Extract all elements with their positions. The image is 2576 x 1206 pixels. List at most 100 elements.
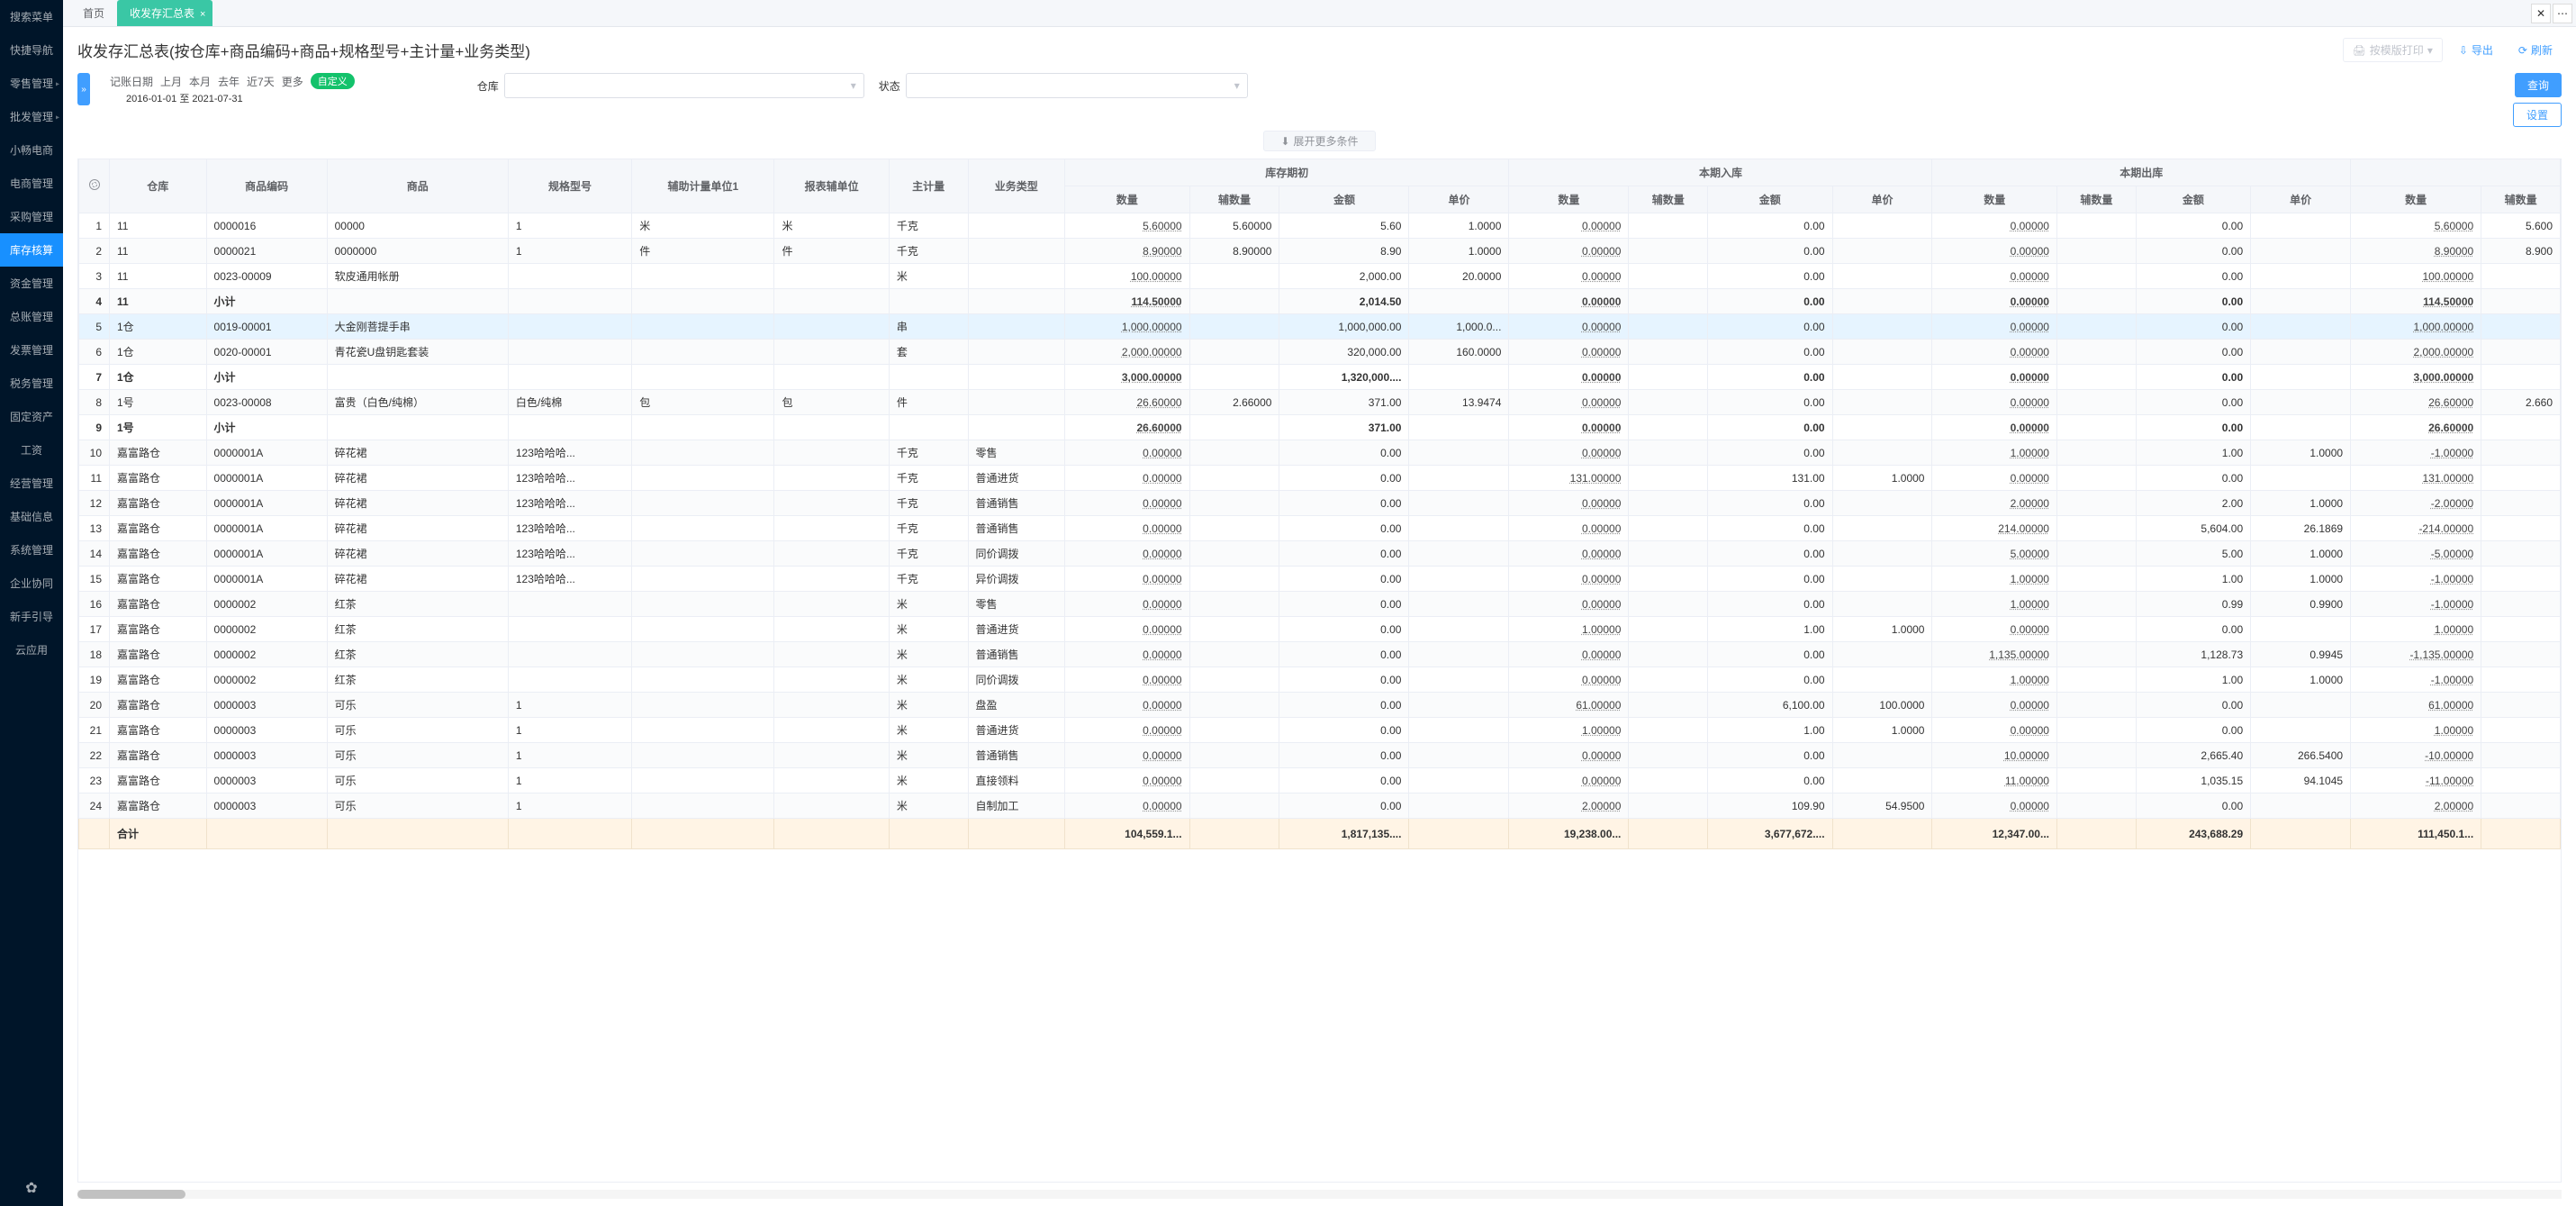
tab-more-icon[interactable]: ⋯ <box>2553 4 2572 23</box>
drill-link[interactable]: 214.00000 <box>1998 522 2049 535</box>
drill-link[interactable]: 0.00000 <box>1582 573 1621 585</box>
drill-link[interactable]: 131.00000 <box>2422 472 2473 485</box>
drill-link[interactable]: 0.00000 <box>1143 522 1181 535</box>
drill-link[interactable]: 114.50000 <box>1132 295 1182 308</box>
drill-link[interactable]: 0.00000 <box>2011 800 2049 812</box>
sidebar-item[interactable]: 库存核算 <box>0 233 63 267</box>
drill-link[interactable]: 0.00000 <box>1143 674 1181 686</box>
print-button[interactable]: 🖨 按模版打印 ▾ <box>2343 38 2443 62</box>
table-row[interactable]: 11嘉富路仓0000001A碎花裙123哈哈哈...千克普通进货0.000000… <box>79 466 2561 491</box>
drill-link[interactable]: 0.00000 <box>2011 724 2049 737</box>
drill-link[interactable]: 1.00000 <box>2011 573 2049 585</box>
drill-link[interactable]: 0.00000 <box>2011 295 2049 308</box>
table-row[interactable]: 81号0023-00008富贵（白色/纯棉）白色/纯棉包包件26.600002.… <box>79 390 2561 415</box>
sidebar-item[interactable]: 固定资产 <box>0 400 63 433</box>
drill-link[interactable]: 0.00000 <box>1143 497 1181 510</box>
sidebar-item[interactable]: 搜索菜单 <box>0 0 63 33</box>
drill-link[interactable]: 0.00000 <box>1582 422 1621 434</box>
drill-link[interactable]: 100.00000 <box>2422 270 2473 283</box>
drill-link[interactable]: 1.00000 <box>2011 674 2049 686</box>
drill-link[interactable]: 0.00000 <box>1582 220 1621 232</box>
drill-link[interactable]: 0.00000 <box>1143 724 1181 737</box>
drill-link[interactable]: 0.00000 <box>1143 623 1181 636</box>
sidebar-item[interactable]: 基础信息 <box>0 500 63 533</box>
sidebar-item[interactable]: 发票管理 <box>0 333 63 367</box>
drill-link[interactable]: 0.00000 <box>1582 321 1621 333</box>
query-button[interactable]: 查询 <box>2515 73 2562 97</box>
settings-button[interactable]: 设置 <box>2513 103 2562 127</box>
h-scrollbar[interactable] <box>77 1190 2562 1199</box>
drill-link[interactable]: 0.00000 <box>2011 396 2049 409</box>
export-button[interactable]: ⇩ 导出 <box>2450 39 2502 61</box>
drill-link[interactable]: 26.60000 <box>1137 422 1182 434</box>
drill-link[interactable]: 2.00000 <box>2011 497 2049 510</box>
table-row[interactable]: 14嘉富路仓0000001A碎花裙123哈哈哈...千克同价调拨0.000000… <box>79 541 2561 567</box>
drill-link[interactable]: 2,000.00000 <box>2413 346 2473 358</box>
drill-link[interactable]: 0.00000 <box>1582 749 1621 762</box>
tab[interactable]: 收发存汇总表× <box>117 0 212 26</box>
date-preset[interactable]: 近7天 <box>247 74 275 89</box>
drill-link[interactable]: 0.00000 <box>2011 623 2049 636</box>
drill-link[interactable]: 0.00000 <box>1582 775 1621 787</box>
drill-link[interactable]: 0.00000 <box>1582 346 1621 358</box>
collapse-filter-handle[interactable]: » <box>77 73 90 105</box>
drill-link[interactable]: 11.00000 <box>2005 775 2049 787</box>
status-select[interactable]: ▾ <box>906 73 1248 98</box>
table-row[interactable]: 21嘉富路仓0000003可乐1米普通进货0.000000.001.000001… <box>79 718 2561 743</box>
drill-link[interactable]: -5.00000 <box>2431 548 2473 560</box>
table-row[interactable]: 16嘉富路仓0000002红茶米零售0.000000.000.000000.00… <box>79 592 2561 617</box>
table-row[interactable]: 17嘉富路仓0000002红茶米普通进货0.000000.001.000001.… <box>79 617 2561 642</box>
date-preset[interactable]: 去年 <box>218 74 240 89</box>
sidebar-item[interactable]: 小畅电商 <box>0 133 63 167</box>
drill-link[interactable]: 5.60000 <box>2435 220 2473 232</box>
drill-link[interactable]: -11.00000 <box>2426 775 2473 787</box>
drill-link[interactable]: 0.00000 <box>1143 548 1181 560</box>
drill-link[interactable]: -1.00000 <box>2431 674 2473 686</box>
drill-link[interactable]: 0.00000 <box>2011 422 2049 434</box>
drill-link[interactable]: 0.00000 <box>2011 346 2049 358</box>
drill-link[interactable]: 26.60000 <box>2428 422 2473 434</box>
sidebar-item[interactable]: 快捷导航 <box>0 33 63 67</box>
drill-link[interactable]: 0.00000 <box>1582 371 1621 384</box>
column-settings-icon[interactable] <box>79 159 110 213</box>
table-row[interactable]: 71仓小计3,000.000001,320,000....0.000000.00… <box>79 365 2561 390</box>
drill-link[interactable]: 0.00000 <box>1582 396 1621 409</box>
sidebar-item[interactable]: 资金管理 <box>0 267 63 300</box>
drill-link[interactable]: 1,000.00000 <box>2413 321 2473 333</box>
sidebar-item[interactable]: 电商管理 <box>0 167 63 200</box>
tab-close-all-icon[interactable]: ✕ <box>2531 4 2551 23</box>
drill-link[interactable]: -214.00000 <box>2418 522 2473 535</box>
drill-link[interactable]: 3,000.00000 <box>2413 371 2473 384</box>
drill-link[interactable]: -1.00000 <box>2431 447 2473 459</box>
drill-link[interactable]: 5.60000 <box>1143 220 1181 232</box>
drill-link[interactable]: 0.00000 <box>1582 295 1621 308</box>
drill-link[interactable]: 0.00000 <box>2011 371 2049 384</box>
table-row[interactable]: 411小计114.500002,014.500.000000.000.00000… <box>79 289 2561 314</box>
drill-link[interactable]: 0.00000 <box>1582 598 1621 611</box>
sidebar-item[interactable]: 企业协同 <box>0 567 63 600</box>
drill-link[interactable]: 0.00000 <box>1143 800 1181 812</box>
drill-link[interactable]: 5.00000 <box>2011 548 2049 560</box>
close-icon[interactable]: × <box>200 9 205 20</box>
sidebar-item[interactable]: 采购管理 <box>0 200 63 233</box>
drill-link[interactable]: 0.00000 <box>1143 472 1181 485</box>
table-row[interactable]: 1110000016000001米米千克5.600005.600005.601.… <box>79 213 2561 239</box>
drill-link[interactable]: 8.90000 <box>2435 245 2473 258</box>
sidebar-item[interactable]: 经营管理 <box>0 467 63 500</box>
sidebar-item[interactable]: 新手引导 <box>0 600 63 633</box>
drill-link[interactable]: 0.00000 <box>1143 775 1181 787</box>
table-row[interactable]: 12嘉富路仓0000001A碎花裙123哈哈哈...千克普通销售0.000000… <box>79 491 2561 516</box>
drill-link[interactable]: 0.00000 <box>1582 270 1621 283</box>
drill-link[interactable]: 26.60000 <box>1137 396 1182 409</box>
sidebar-settings-icon[interactable]: ✿ <box>0 1170 63 1206</box>
drill-link[interactable]: 100.00000 <box>1131 270 1182 283</box>
refresh-button[interactable]: ⟳ 刷新 <box>2509 39 2562 61</box>
drill-link[interactable]: -1,135.00000 <box>2409 648 2473 661</box>
drill-link[interactable]: 0.00000 <box>1582 548 1621 560</box>
drill-link[interactable]: 114.50000 <box>2423 295 2473 308</box>
drill-link[interactable]: 0.00000 <box>1582 674 1621 686</box>
table-row[interactable]: 61仓0020-00001青花瓷U盘钥匙套装套2,000.00000320,00… <box>79 340 2561 365</box>
drill-link[interactable]: 3,000.00000 <box>1122 371 1182 384</box>
drill-link[interactable]: 0.00000 <box>2011 321 2049 333</box>
drill-link[interactable]: 1.00000 <box>2435 724 2473 737</box>
